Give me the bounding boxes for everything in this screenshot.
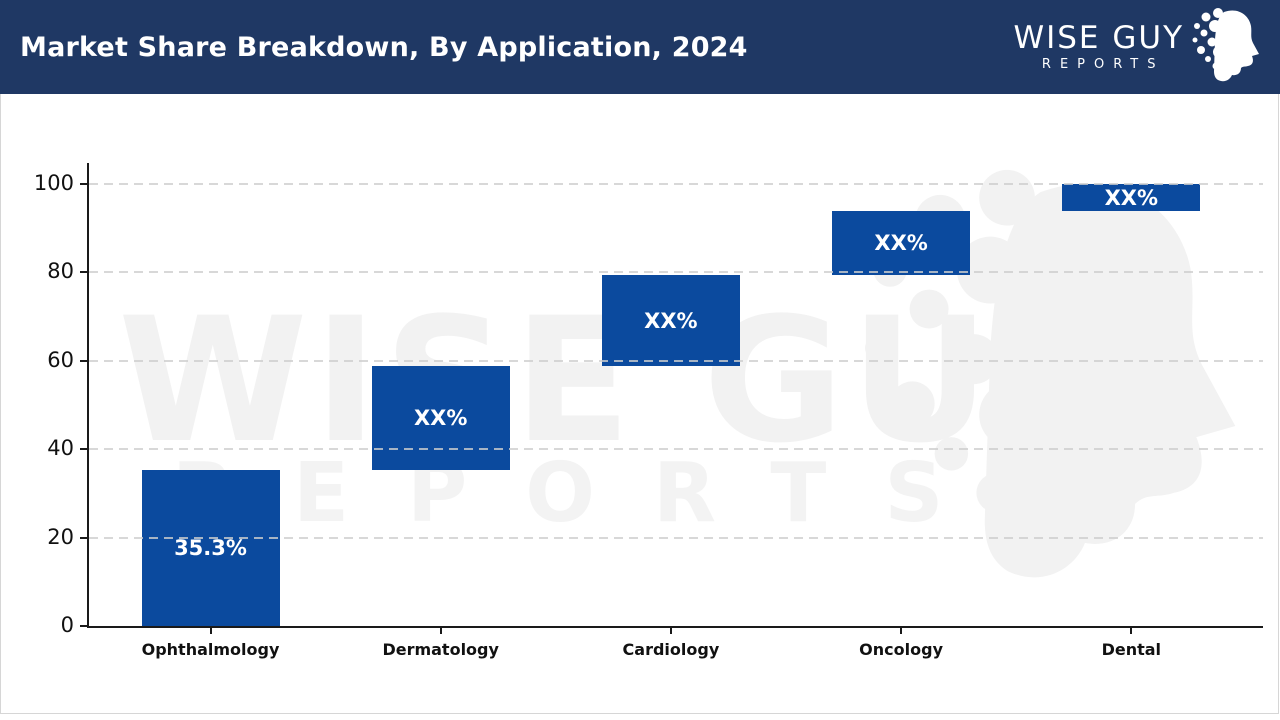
page-title: Market Share Breakdown, By Application, … bbox=[20, 31, 748, 63]
bar-value-label: 35.3% bbox=[174, 535, 247, 560]
x-axis-label: Ophthalmology bbox=[141, 640, 280, 659]
y-tick-label: 40 bbox=[47, 436, 74, 461]
y-tick-label: 60 bbox=[47, 347, 74, 372]
logo-text: WISE GUY REPORTS bbox=[1013, 22, 1184, 72]
gridline bbox=[89, 536, 1263, 539]
x-tick bbox=[669, 628, 672, 634]
logo-subtitle: REPORTS bbox=[1041, 56, 1165, 72]
y-tick bbox=[80, 183, 87, 185]
bar-value-label: XX% bbox=[874, 231, 928, 256]
bar-dermatology: XX% bbox=[371, 366, 510, 470]
x-axis-label: Dermatology bbox=[382, 640, 499, 659]
x-tick bbox=[1130, 628, 1133, 634]
x-tick bbox=[439, 628, 442, 634]
bar-value-label: XX% bbox=[413, 406, 468, 431]
y-tick-label: 0 bbox=[60, 613, 74, 637]
bar-value-label: XX% bbox=[1104, 185, 1159, 210]
bar-ophthalmology: 35.3% bbox=[141, 469, 280, 626]
y-tick bbox=[80, 271, 87, 274]
y-tick-label: 80 bbox=[47, 259, 74, 284]
y-tick-label: 100 bbox=[33, 171, 74, 195]
bar-dental: XX% bbox=[1062, 184, 1201, 212]
gridline bbox=[89, 271, 1263, 274]
logo-wordmark: WISE GUY bbox=[1013, 20, 1184, 57]
y-tick bbox=[80, 448, 87, 451]
watermark-subtitle: REPORTS bbox=[172, 446, 1002, 541]
x-tick bbox=[209, 628, 212, 634]
y-tick-label: 20 bbox=[47, 524, 74, 549]
y-axis-spine bbox=[87, 163, 89, 628]
x-axis-spine bbox=[87, 626, 1263, 628]
wise-guy-logo: WISE GUY REPORTS bbox=[1013, 6, 1262, 88]
gridline bbox=[89, 359, 1263, 362]
bar-cardiology: XX% bbox=[601, 275, 740, 367]
chart-canvas: WISE GUY REPORTS 0 20 40 60 80 100 35.3% Ophtha… bbox=[0, 94, 1280, 720]
gridline bbox=[89, 448, 1263, 451]
y-tick bbox=[80, 625, 87, 627]
bar-oncology: XX% bbox=[832, 211, 971, 276]
y-tick bbox=[80, 536, 87, 539]
gridline bbox=[89, 183, 1263, 185]
header-bar: Market Share Breakdown, By Application, … bbox=[0, 0, 1280, 94]
x-tick bbox=[900, 628, 903, 634]
bar-value-label: XX% bbox=[644, 308, 698, 333]
x-axis-label: Oncology bbox=[859, 640, 943, 659]
x-axis-label: Cardiology bbox=[622, 640, 720, 659]
y-tick bbox=[80, 359, 87, 362]
x-axis-label: Dental bbox=[1101, 640, 1162, 659]
head-profile-icon bbox=[1192, 8, 1259, 82]
